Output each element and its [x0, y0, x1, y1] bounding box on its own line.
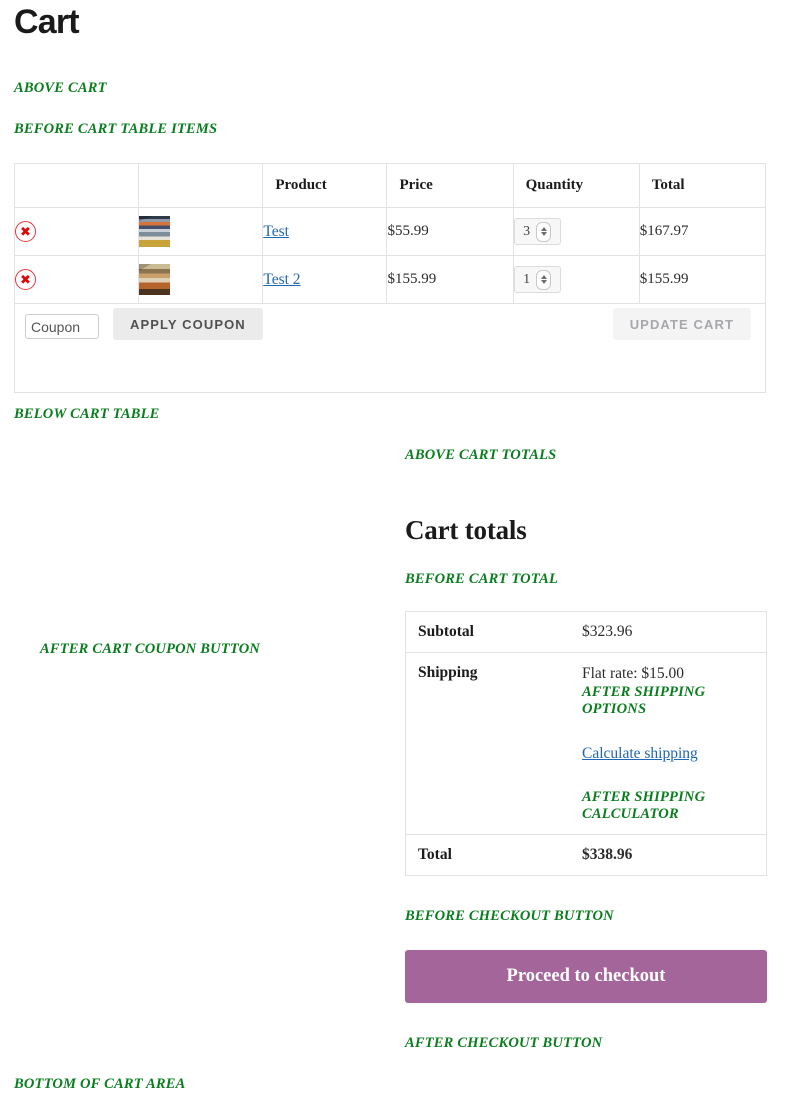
product-cell: Test 2 — [262, 255, 388, 304]
remove-cell: ✖ — [13, 255, 140, 304]
price-cell: $55.99 — [386, 207, 514, 256]
page-title: Cart — [14, 3, 80, 41]
proceed-to-checkout-button[interactable]: Proceed to checkout — [405, 950, 767, 1003]
shipping-method-value: Flat rate: $15.00 — [582, 665, 685, 682]
cart-totals-heading: Cart totals — [405, 515, 527, 545]
thumbnail-cell — [138, 207, 264, 256]
hook-before-checkout-button: BEFORE CHECKOUT BUTTON — [405, 908, 614, 924]
remove-cell: ✖ — [13, 207, 140, 256]
column-header-product: Product — [262, 163, 388, 208]
totals-row-subtotal: Subtotal $323.96 — [405, 611, 767, 653]
quantity-spinner-icon[interactable] — [536, 221, 552, 242]
quantity-value: 3 — [523, 223, 531, 239]
update-cart-button[interactable]: Update cart — [612, 308, 751, 340]
hook-after-shipping-options: AFTER SHIPPING OPTIONS — [582, 684, 706, 717]
product-thumbnail-icon[interactable] — [139, 216, 171, 247]
column-header-total: Total — [638, 163, 767, 208]
column-header-remove — [13, 163, 140, 208]
quantity-value: 1 — [523, 271, 531, 287]
hook-after-shipping-calculator: AFTER SHIPPING CALCULATOR — [582, 789, 706, 822]
hook-before-cart-table-items: BEFORE CART TABLE ITEMS — [14, 121, 218, 137]
hook-above-cart-totals: ABOVE CART TOTALS — [405, 447, 557, 463]
cart-actions-cell: Apply coupon Update cart AFTER CART COUP… — [14, 303, 766, 657]
hook-below-cart-table: BELOW CART TABLE — [14, 406, 160, 422]
quantity-cell: 3 — [512, 207, 640, 256]
totals-row-total: Total $338.96 — [405, 834, 767, 876]
hook-after-cart-coupon-button: AFTER CART COUPON BUTTON — [40, 641, 261, 657]
quantity-stepper[interactable]: 3 — [513, 218, 561, 245]
totals-row-shipping: Shipping Flat rate: $15.00 AFTER SHIPPIN… — [405, 652, 767, 835]
thumbnail-cell — [138, 255, 264, 304]
cart-totals-table: Subtotal $323.96 Shipping Flat rate: $15… — [405, 611, 767, 876]
product-thumbnail-icon[interactable] — [139, 264, 171, 295]
shipping-value-cell: Flat rate: $15.00 AFTER SHIPPING OPTIONS… — [570, 652, 767, 835]
apply-coupon-button[interactable]: Apply coupon — [113, 308, 263, 340]
table-row: ✖ Test $55.99 3 $167.97 — [13, 207, 767, 256]
subtotal-value: $323.96 — [570, 611, 767, 653]
line-total-cell: $167.97 — [638, 207, 767, 256]
quantity-cell: 1 — [512, 255, 640, 304]
remove-item-icon[interactable]: ✖ — [15, 221, 36, 242]
table-row: ✖ Test 2 $155.99 1 $155.9 — [13, 255, 767, 304]
column-header-quantity: Quantity — [512, 163, 640, 208]
product-link[interactable]: Test 2 — [263, 270, 301, 288]
cart-table-header-row: Product Price Quantity Total — [13, 163, 767, 208]
quantity-stepper[interactable]: 1 — [513, 266, 561, 293]
hook-after-checkout-button: AFTER CHECKOUT BUTTON — [405, 1035, 603, 1051]
order-total-label: Total — [405, 834, 570, 876]
calculate-shipping-link[interactable]: Calculate shipping — [582, 745, 698, 762]
cart-actions-row: Apply coupon Update cart AFTER CART COUP… — [14, 303, 766, 657]
price-cell: $155.99 — [386, 255, 514, 304]
hook-before-cart-total: BEFORE CART TOTAL — [405, 571, 559, 587]
hook-bottom-of-cart-area: BOTTOM OF CART AREA — [14, 1076, 186, 1092]
quantity-spinner-icon[interactable] — [536, 269, 552, 290]
remove-item-icon[interactable]: ✖ — [15, 269, 36, 290]
product-link[interactable]: Test — [263, 222, 289, 240]
shipping-label: Shipping — [405, 652, 570, 835]
hook-above-cart: ABOVE CART — [14, 80, 107, 96]
cart-items-table: Product Price Quantity Total ✖ Test $55.… — [13, 163, 767, 657]
product-cell: Test — [262, 207, 388, 256]
line-total-cell: $155.99 — [638, 255, 767, 304]
coupon-input[interactable] — [25, 314, 99, 339]
order-total-value: $338.96 — [570, 834, 767, 876]
column-header-price: Price — [386, 163, 514, 208]
column-header-thumbnail — [138, 163, 264, 208]
subtotal-label: Subtotal — [405, 611, 570, 653]
